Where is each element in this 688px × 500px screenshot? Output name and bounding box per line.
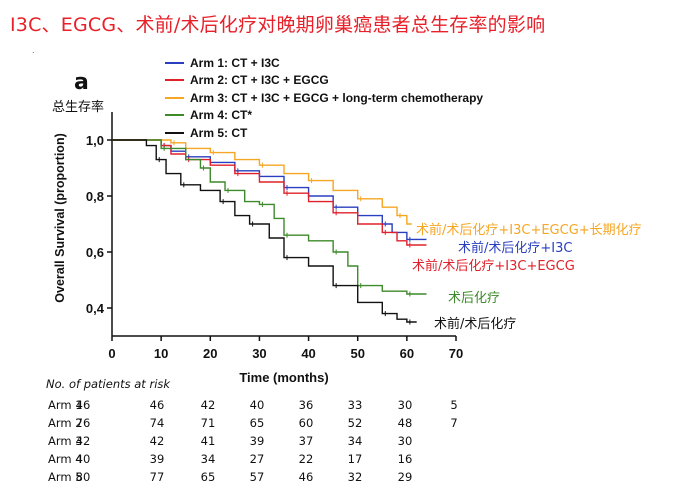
risk-table-header: No. of patients at risk [46,377,171,391]
decorative-dot: . [32,46,35,55]
risk-cell: 33 [347,398,363,412]
legend-entry-5: Arm 5: CT [190,126,248,140]
series-annotation-5: 术前/术后化疗 [434,316,516,332]
risk-cell: 46 [75,398,91,412]
risk-row-label: Arm 4 [48,452,83,466]
risk-cell: 27 [249,452,265,466]
risk-cell: 34 [347,434,363,448]
risk-cell: 80 [75,470,91,484]
risk-cell: 37 [298,434,314,448]
risk-cell: 57 [249,470,265,484]
risk-cell: 29 [397,470,413,484]
page-title: I3C、EGCG、术前/术后化疗对晚期卵巢癌患者总生存率的影响 [10,14,546,36]
risk-cell: 40 [75,452,91,466]
y-tick-label: 0,6 [86,245,104,260]
x-tick-label: 20 [203,346,217,361]
y-axis-label: Overall Survival (proportion) [53,133,67,302]
risk-cell: 34 [200,452,216,466]
risk-row-label: Arm 2 [48,416,83,430]
risk-cell: 17 [347,452,363,466]
y-axis-label-cn: 总生存率 [52,100,105,115]
risk-cell: 39 [249,434,265,448]
x-tick-label: 10 [154,346,168,361]
risk-cell: 71 [200,416,216,430]
risk-cell: 65 [200,470,216,484]
risk-cell: 74 [149,416,165,430]
series-annotation-1: 术前/术后化疗+I3C [458,240,572,256]
risk-cell: 42 [75,434,91,448]
legend-entry-3: Arm 3: CT + I3C + EGCG + long-term chemo… [190,91,483,105]
risk-cell: 60 [298,416,314,430]
risk-cell: 52 [347,416,363,430]
x-tick-label: 40 [301,346,315,361]
risk-cell: 42 [149,434,165,448]
series-annotation-2: 术前/术后化疗+I3C+EGCG [412,258,575,274]
risk-cell: 5 [450,398,458,412]
legend-entry-1: Arm 1: CT + I3C [190,56,280,70]
y-tick-label: 1,0 [86,133,104,148]
x-tick-label: 0 [108,346,115,361]
risk-cell: 46 [298,470,314,484]
series-line-4 [112,139,427,295]
risk-cell: 7 [450,416,458,430]
risk-cell: 41 [200,434,216,448]
risk-cell: 22 [298,452,314,466]
x-tick-label: 50 [350,346,364,361]
series-line-2 [112,139,427,246]
risk-cell: 30 [397,398,413,412]
series-line-5 [112,139,417,323]
risk-row-label: Arm 1 [48,398,83,412]
series-annotation-3: 术前/术后化疗+I3C+EGCG+长期化疗 [416,222,642,238]
risk-cell: 76 [75,416,91,430]
series-annotation-4: 术后化疗 [448,291,500,306]
risk-cell: 39 [149,452,165,466]
risk-cell: 77 [149,470,165,484]
x-tick-label: 30 [252,346,266,361]
risk-cell: 30 [397,434,413,448]
x-axis-label: Time (months) [239,370,328,385]
x-tick-label: 70 [449,346,463,361]
legend-entry-2: Arm 2: CT + I3C + EGCG [190,73,329,87]
series-line-3 [112,139,412,225]
legend-entry-4: Arm 4: CT* [190,108,252,122]
risk-cell: 32 [347,470,363,484]
risk-row-label: Arm 5 [48,470,83,484]
x-tick-label: 60 [400,346,414,361]
panel-label: a [74,70,89,95]
risk-cell: 36 [298,398,314,412]
risk-cell: 65 [249,416,265,430]
risk-cell: 16 [397,452,413,466]
risk-cell: 46 [149,398,165,412]
y-tick-label: 0,4 [86,301,105,316]
risk-cell: 48 [397,416,413,430]
risk-row-label: Arm 3 [48,434,83,448]
risk-cell: 42 [200,398,216,412]
y-tick-label: 0,8 [86,189,104,204]
risk-cell: 40 [249,398,265,412]
